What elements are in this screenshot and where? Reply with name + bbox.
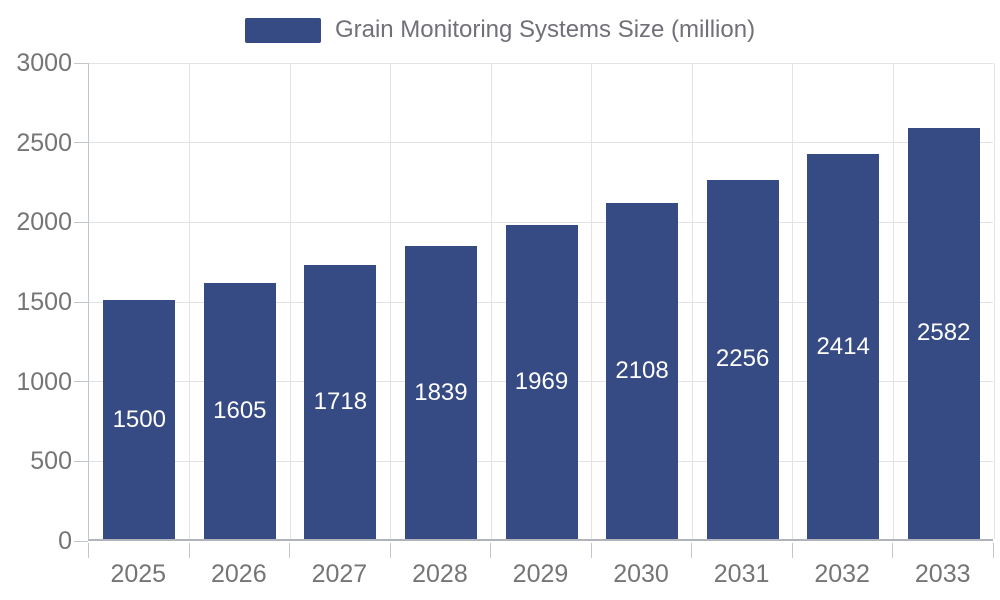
x-axis-tick-label: 2032	[814, 560, 870, 588]
plot-area: 1500 1605 1718 1839 1969 2108 2256 2414 2582	[88, 62, 995, 541]
bar: 2108	[606, 203, 679, 539]
bar: 1839	[404, 246, 477, 539]
gridline-vertical	[993, 63, 995, 539]
gridline-horizontal	[89, 221, 993, 223]
bar-value-label: 1718	[313, 388, 368, 416]
y-axis-tick-label: 500	[30, 447, 72, 476]
y-axis-tick	[74, 381, 88, 383]
x-axis-tick-label: 2026	[211, 560, 267, 588]
gridline-vertical	[390, 63, 392, 539]
legend-item[interactable]: Grain Monitoring Systems Size (million)	[0, 17, 1000, 43]
gridline-vertical	[792, 63, 794, 539]
bar: 1605	[203, 283, 276, 539]
x-axis-tick	[88, 543, 89, 558]
x-axis-tick	[791, 543, 793, 558]
y-axis-tick-label: 2000	[16, 208, 72, 237]
gridline-vertical	[289, 63, 291, 539]
y-axis-tick	[74, 221, 88, 223]
legend-swatch	[244, 17, 321, 43]
gridline-vertical	[892, 63, 894, 539]
bar-value-label: 1500	[112, 405, 166, 433]
x-axis-tick-label: 2031	[713, 560, 770, 588]
bar: 2582	[907, 127, 980, 539]
bar: 1969	[505, 225, 578, 539]
bar: 1718	[304, 265, 377, 539]
gridline-vertical	[189, 63, 191, 539]
bar-value-label: 2582	[917, 319, 971, 347]
x-axis-tick	[188, 543, 190, 558]
x-axis-tick-label: 2025	[110, 560, 167, 588]
x-axis-tick-label: 2030	[613, 560, 669, 588]
x-axis-tick	[892, 543, 894, 558]
y-axis-tick-label: 1500	[16, 288, 72, 316]
x-axis-tick-label: 2029	[512, 560, 569, 588]
x-axis-tick-label: 2028	[412, 560, 468, 588]
y-axis-tick	[74, 62, 88, 64]
y-axis-tick-label: 1000	[16, 367, 72, 396]
bar-value-label: 2108	[615, 357, 669, 385]
x-axis-tick	[289, 543, 291, 558]
x-axis-tick-label: 2033	[914, 560, 971, 588]
bar-value-label: 2256	[715, 345, 770, 373]
gridline-horizontal	[89, 142, 993, 144]
y-axis-tick	[74, 540, 88, 542]
bar-value-label: 1839	[414, 378, 468, 406]
x-axis-tick-label: 2027	[311, 560, 368, 588]
x-axis-tick	[993, 543, 994, 558]
gridline-vertical	[691, 63, 693, 539]
gridline-horizontal	[89, 62, 993, 64]
bar: 2256	[706, 179, 779, 539]
gridline-vertical	[591, 63, 593, 539]
x-axis-tick	[590, 543, 592, 558]
y-axis-tick	[74, 460, 88, 462]
x-axis-tick	[691, 543, 693, 558]
y-axis-tick-label: 0	[58, 527, 72, 555]
bar-value-label: 1605	[213, 397, 267, 425]
bar: 2414	[807, 154, 880, 539]
bar-value-label: 1969	[514, 368, 569, 396]
gridline-vertical	[490, 63, 492, 539]
y-axis-tick	[74, 142, 88, 144]
y-axis-tick-label: 2500	[16, 128, 72, 157]
legend-label: Grain Monitoring Systems Size (million)	[334, 16, 756, 43]
x-axis-tick	[389, 543, 391, 558]
bar-value-label: 2414	[816, 332, 870, 360]
bar: 1500	[103, 300, 176, 539]
x-axis-tick	[490, 543, 492, 558]
y-axis-tick	[74, 301, 88, 303]
y-axis-tick-label: 3000	[16, 49, 72, 77]
